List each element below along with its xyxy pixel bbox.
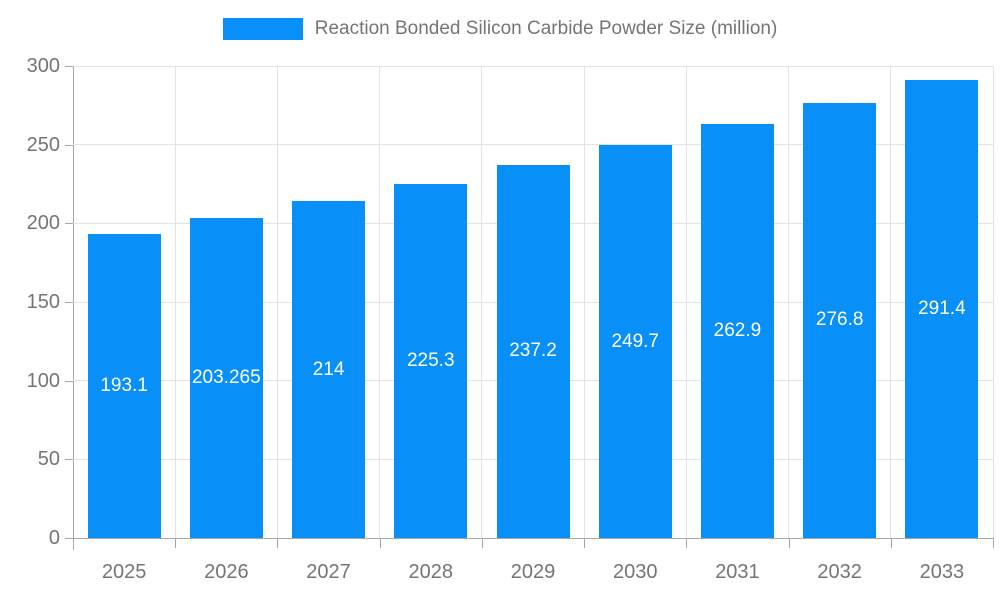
x-axis-label: 2026 [204,561,249,583]
gridline-v [788,66,790,538]
gridline-v [276,66,278,538]
y-axis-label: 50 [37,448,60,471]
legend-label: Reaction Bonded Silicon Carbide Powder S… [314,18,778,39]
gridline-v [890,66,892,538]
y-axis-label: 200 [26,212,60,235]
gridline-v [583,66,585,538]
y-axis-label: 100 [26,369,60,392]
bar-2029[interactable] [496,164,570,538]
x-tick-mark [788,538,790,548]
gridline-h [73,65,993,67]
bar-2025[interactable] [87,234,161,538]
y-axis-line [73,66,74,550]
x-axis-label: 2031 [715,561,760,583]
bar-2032[interactable] [803,102,877,538]
y-tick-mark [65,144,73,146]
gridline-v [992,66,994,538]
y-axis-label: 250 [26,133,60,156]
x-tick-mark [686,538,688,548]
plot-area: 193.1 203.265 214 225.3 237.2 249.7 262.9 276.8… [73,65,994,538]
x-tick-mark [277,538,279,548]
x-axis-label: 2029 [510,561,556,583]
gridline-v [379,66,381,538]
y-tick-mark [65,380,73,382]
x-tick-mark [379,538,381,548]
x-axis-label: 2028 [408,561,454,583]
x-axis-label: 2032 [817,561,862,583]
y-tick-mark [65,66,73,67]
y-tick-mark [65,302,73,303]
y-tick-mark [65,459,73,461]
x-tick-mark [175,538,177,548]
legend-swatch [222,18,303,40]
bar-2026[interactable] [189,218,263,538]
bar-2028[interactable] [394,183,468,538]
gridline-v [481,66,483,538]
gridline-v [174,66,176,538]
gridline-h [73,144,993,146]
bar-2030[interactable] [598,145,672,538]
x-tick-mark [481,538,483,548]
x-tick-mark [993,538,994,548]
x-tick-mark [584,538,586,548]
bar-2027[interactable] [292,201,366,538]
x-axis-label: 2033 [919,561,965,583]
y-axis-label: 300 [26,55,60,77]
x-tick-mark [890,538,892,548]
x-axis-label: 2027 [306,561,351,583]
y-tick-mark [65,538,73,539]
y-tick-mark [65,223,73,225]
bar-2031[interactable] [700,124,774,538]
gridline-v [685,66,687,538]
x-axis-line [73,538,993,539]
x-axis-label: 2025 [101,561,147,583]
y-axis-label: 150 [26,291,60,313]
x-axis-label: 2030 [612,561,658,583]
bar-2033[interactable] [905,79,979,538]
y-axis-label: 0 [48,527,60,549]
legend[interactable]: Reaction Bonded Silicon Carbide Powder S… [0,16,1000,42]
